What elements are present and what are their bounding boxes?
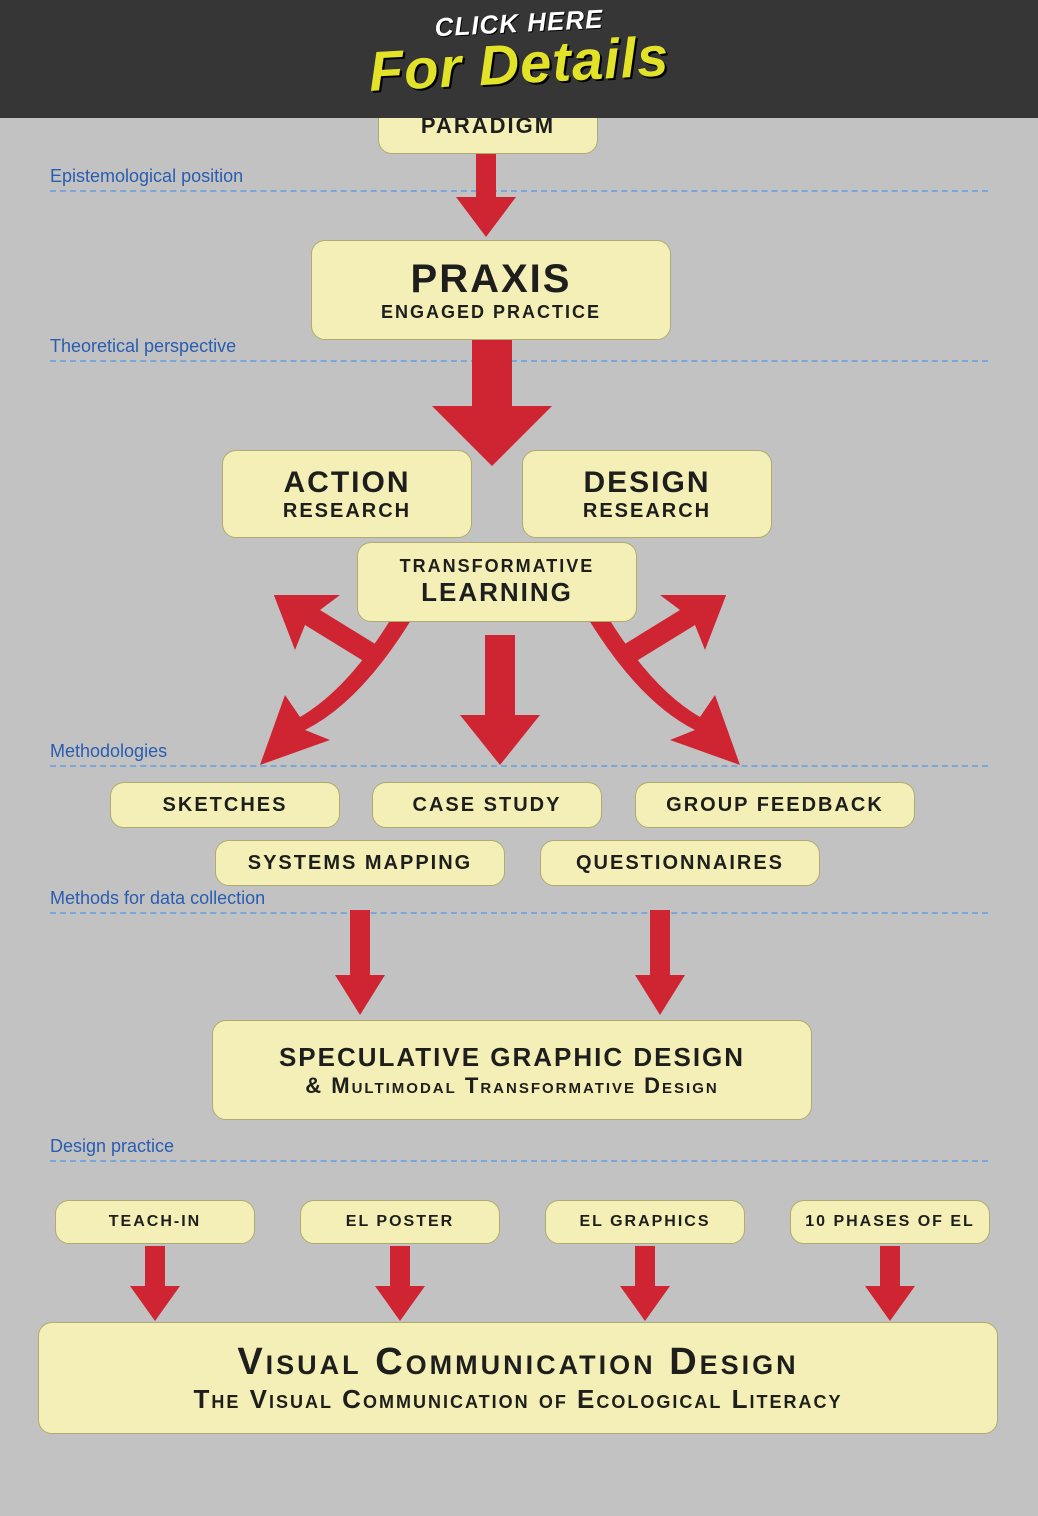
box-el-poster: EL POSTER [300, 1200, 500, 1244]
box-line1: DESIGN [583, 466, 710, 500]
cta-line2: For Details [368, 31, 671, 97]
section-label-epistemological: Epistemological position [50, 166, 243, 187]
arrow-down-icon [620, 1246, 670, 1321]
box-speculative-graphic-design: SPECULATIVE GRAPHIC DESIGN & Multimodal … [212, 1020, 812, 1120]
box-line2: The Visual Communication of Ecological L… [194, 1384, 843, 1415]
box-visual-communication-design: Visual Communication Design The Visual C… [38, 1322, 998, 1434]
box-case-study: CASE STUDY [372, 782, 602, 828]
box-line1: TRANSFORMATIVE [400, 556, 595, 577]
section-label-methodologies: Methodologies [50, 741, 167, 762]
arrow-down-icon [335, 910, 385, 1015]
box-sketches: SKETCHES [110, 782, 340, 828]
box-systems-mapping: SYSTEMS MAPPING [215, 840, 505, 886]
box-line1: TEACH-IN [109, 1213, 201, 1231]
box-line1: GROUP FEEDBACK [666, 794, 884, 817]
arrow-down-icon [375, 1246, 425, 1321]
box-line1: SYSTEMS MAPPING [248, 852, 472, 875]
box-line1: PRAXIS [411, 257, 572, 302]
arrow-down-icon [130, 1246, 180, 1321]
box-line2: ENGAGED PRACTICE [381, 302, 601, 323]
section-label-theoretical: Theoretical perspective [50, 336, 236, 357]
box-line1: SPECULATIVE GRAPHIC DESIGN [279, 1042, 745, 1073]
box-group-feedback: GROUP FEEDBACK [635, 782, 915, 828]
box-10-phases-of-el: 10 PHASES OF EL [790, 1200, 990, 1244]
box-praxis: PRAXIS ENGAGED PRACTICE [311, 240, 671, 340]
box-questionnaires: QUESTIONNAIRES [540, 840, 820, 886]
box-line1: QUESTIONNAIRES [576, 852, 784, 875]
box-line2: & Multimodal Transformative Design [305, 1073, 718, 1099]
box-line1: EL GRAPHICS [579, 1213, 710, 1231]
diagram-canvas: CLICK HERE For Details Epistemological p… [0, 0, 1038, 1516]
box-design-research: DESIGN RESEARCH [522, 450, 772, 538]
box-line2: LEARNING [421, 577, 573, 608]
box-transformative-learning: TRANSFORMATIVE LEARNING [357, 542, 637, 622]
box-line1: SKETCHES [163, 794, 288, 817]
box-line1: CASE STUDY [413, 794, 562, 817]
box-teach-in: TEACH-IN [55, 1200, 255, 1244]
section-rule [50, 912, 988, 914]
arrow-down-icon [865, 1246, 915, 1321]
arrow-down-icon [635, 910, 685, 1015]
arrow-down-icon [432, 336, 552, 466]
box-line1: Visual Communication Design [237, 1341, 798, 1384]
section-label-methods: Methods for data collection [50, 888, 265, 909]
section-label-design-practice: Design practice [50, 1136, 174, 1157]
box-line1: EL POSTER [346, 1213, 454, 1231]
box-line1: 10 PHASES OF EL [805, 1213, 975, 1231]
box-line2: RESEARCH [583, 500, 711, 523]
box-action-research: ACTION RESEARCH [222, 450, 472, 538]
box-line1: ACTION [284, 466, 411, 500]
box-line2: RESEARCH [283, 500, 411, 523]
section-rule [50, 1160, 988, 1162]
arrow-down-icon [456, 152, 516, 237]
cta-banner[interactable]: CLICK HERE For Details [369, 8, 669, 89]
box-el-graphics: EL GRAPHICS [545, 1200, 745, 1244]
section-rule [50, 190, 988, 192]
